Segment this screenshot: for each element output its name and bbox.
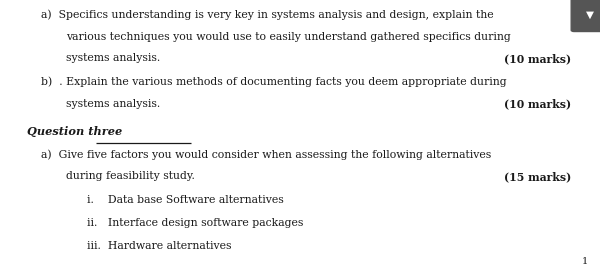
Text: ▼: ▼ (586, 10, 594, 20)
Text: i.    Data base Software alternatives: i. Data base Software alternatives (87, 195, 284, 204)
Text: during feasibility study.: during feasibility study. (66, 171, 195, 181)
Text: (15 marks): (15 marks) (504, 171, 571, 182)
Text: a)  Give five factors you would consider when assessing the following alternativ: a) Give five factors you would consider … (41, 149, 491, 160)
Text: (10 marks): (10 marks) (504, 53, 571, 64)
Text: systems analysis.: systems analysis. (66, 99, 160, 109)
Text: (10 marks): (10 marks) (504, 99, 571, 110)
Text: iii.  Hardware alternatives: iii. Hardware alternatives (87, 241, 232, 251)
Text: a)  Specifics understanding is very key in systems analysis and design, explain : a) Specifics understanding is very key i… (41, 10, 493, 20)
Text: ii.   Interface design software packages: ii. Interface design software packages (87, 218, 304, 228)
Text: various techniques you would use to easily understand gathered specifics during: various techniques you would use to easi… (66, 32, 511, 41)
Text: systems analysis.: systems analysis. (66, 53, 160, 63)
FancyBboxPatch shape (571, 0, 600, 32)
Text: Question three: Question three (27, 126, 122, 137)
Text: 1: 1 (582, 257, 588, 266)
Text: b)  . Explain the various methods of documenting facts you deem appropriate duri: b) . Explain the various methods of docu… (41, 77, 506, 87)
